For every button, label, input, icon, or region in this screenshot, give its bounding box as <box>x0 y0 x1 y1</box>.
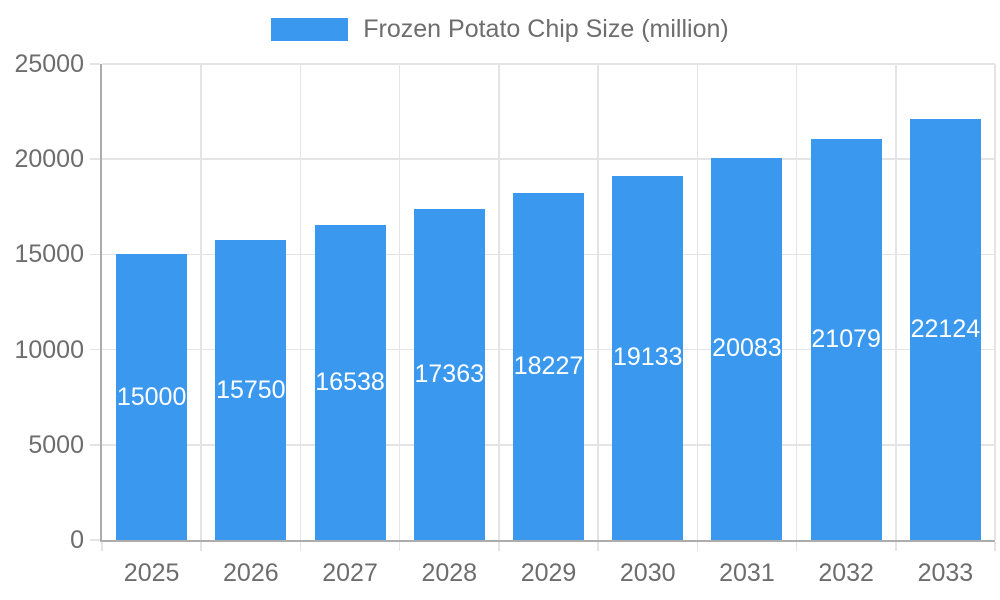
y-axis-tick-label: 0 <box>70 526 84 554</box>
y-axis-tick <box>90 348 100 351</box>
bar: 15750 <box>215 240 287 540</box>
legend-label: Frozen Potato Chip Size (million) <box>363 15 729 43</box>
gridline-vertical <box>895 64 897 540</box>
x-axis-tick <box>200 542 202 551</box>
y-axis-tick <box>90 158 100 160</box>
x-axis-tick <box>696 542 699 551</box>
x-axis-tick-label: 2030 <box>619 559 676 587</box>
x-axis-tick-label: 2027 <box>322 559 378 587</box>
bar: 15000 <box>116 254 188 540</box>
y-axis-tick <box>90 63 100 65</box>
x-axis-tick <box>398 542 401 551</box>
x-axis-tick-label: 2028 <box>421 559 478 587</box>
x-axis-tick <box>795 542 798 551</box>
bar-value-label: 20083 <box>712 334 782 363</box>
gridline-horizontal <box>102 63 995 65</box>
bar: 20083 <box>711 157 783 540</box>
gridline-vertical <box>994 64 996 540</box>
y-axis-tick-label: 20000 <box>14 145 84 174</box>
bar-value-label: 17363 <box>414 360 485 389</box>
gridline-vertical <box>795 64 798 540</box>
bar-value-label: 18227 <box>513 351 584 380</box>
y-axis-tick-label: 5000 <box>28 430 84 459</box>
gridline-vertical <box>498 64 500 540</box>
legend-swatch <box>271 18 349 41</box>
x-axis-tick <box>895 542 897 551</box>
x-axis-tick-label: 2031 <box>719 559 775 587</box>
gridline-vertical <box>299 64 302 540</box>
bar-value-label: 16538 <box>315 368 385 397</box>
x-axis-tick-label: 2033 <box>917 559 974 587</box>
bar-value-label: 21079 <box>811 324 881 353</box>
y-axis-tick <box>90 539 100 541</box>
y-axis-tick-label: 25000 <box>14 50 84 78</box>
x-axis-tick-label: 2029 <box>520 559 577 587</box>
bar: 18227 <box>513 192 584 540</box>
y-axis-tick-label: 10000 <box>14 335 84 364</box>
bar: 19133 <box>612 175 684 540</box>
gridline-vertical <box>696 64 699 540</box>
x-axis-tick <box>101 542 103 551</box>
x-axis-tick-label: 2025 <box>123 559 180 587</box>
x-axis-tick <box>299 542 302 551</box>
bar-value-label: 15750 <box>216 375 286 404</box>
plot-area: 15000 15750 16538 17363 18227 19133 20083 21079… <box>100 63 996 542</box>
y-axis-tick <box>90 444 100 446</box>
y-axis-tick-label: 15000 <box>14 240 84 269</box>
x-axis-tick-label: 2032 <box>818 559 874 587</box>
bar: 21079 <box>810 138 882 540</box>
x-axis-tick <box>994 542 996 551</box>
bar: 22124 <box>909 118 981 540</box>
bar-value-label: 19133 <box>612 343 683 372</box>
gridline-vertical <box>200 64 202 540</box>
legend[interactable]: Frozen Potato Chip Size (million) <box>0 15 1000 44</box>
x-axis-tick <box>597 542 599 551</box>
y-axis-tick <box>90 253 100 256</box>
gridline-vertical <box>398 64 401 540</box>
x-axis-tick-label: 2026 <box>223 559 279 587</box>
bar-value-label: 15000 <box>116 382 187 411</box>
gridline-horizontal <box>102 158 995 160</box>
bar: 16538 <box>314 225 386 540</box>
bar-value-label: 22124 <box>910 314 981 343</box>
x-axis-tick <box>498 542 500 551</box>
bar: 17363 <box>413 209 485 540</box>
gridline-vertical <box>597 64 599 540</box>
